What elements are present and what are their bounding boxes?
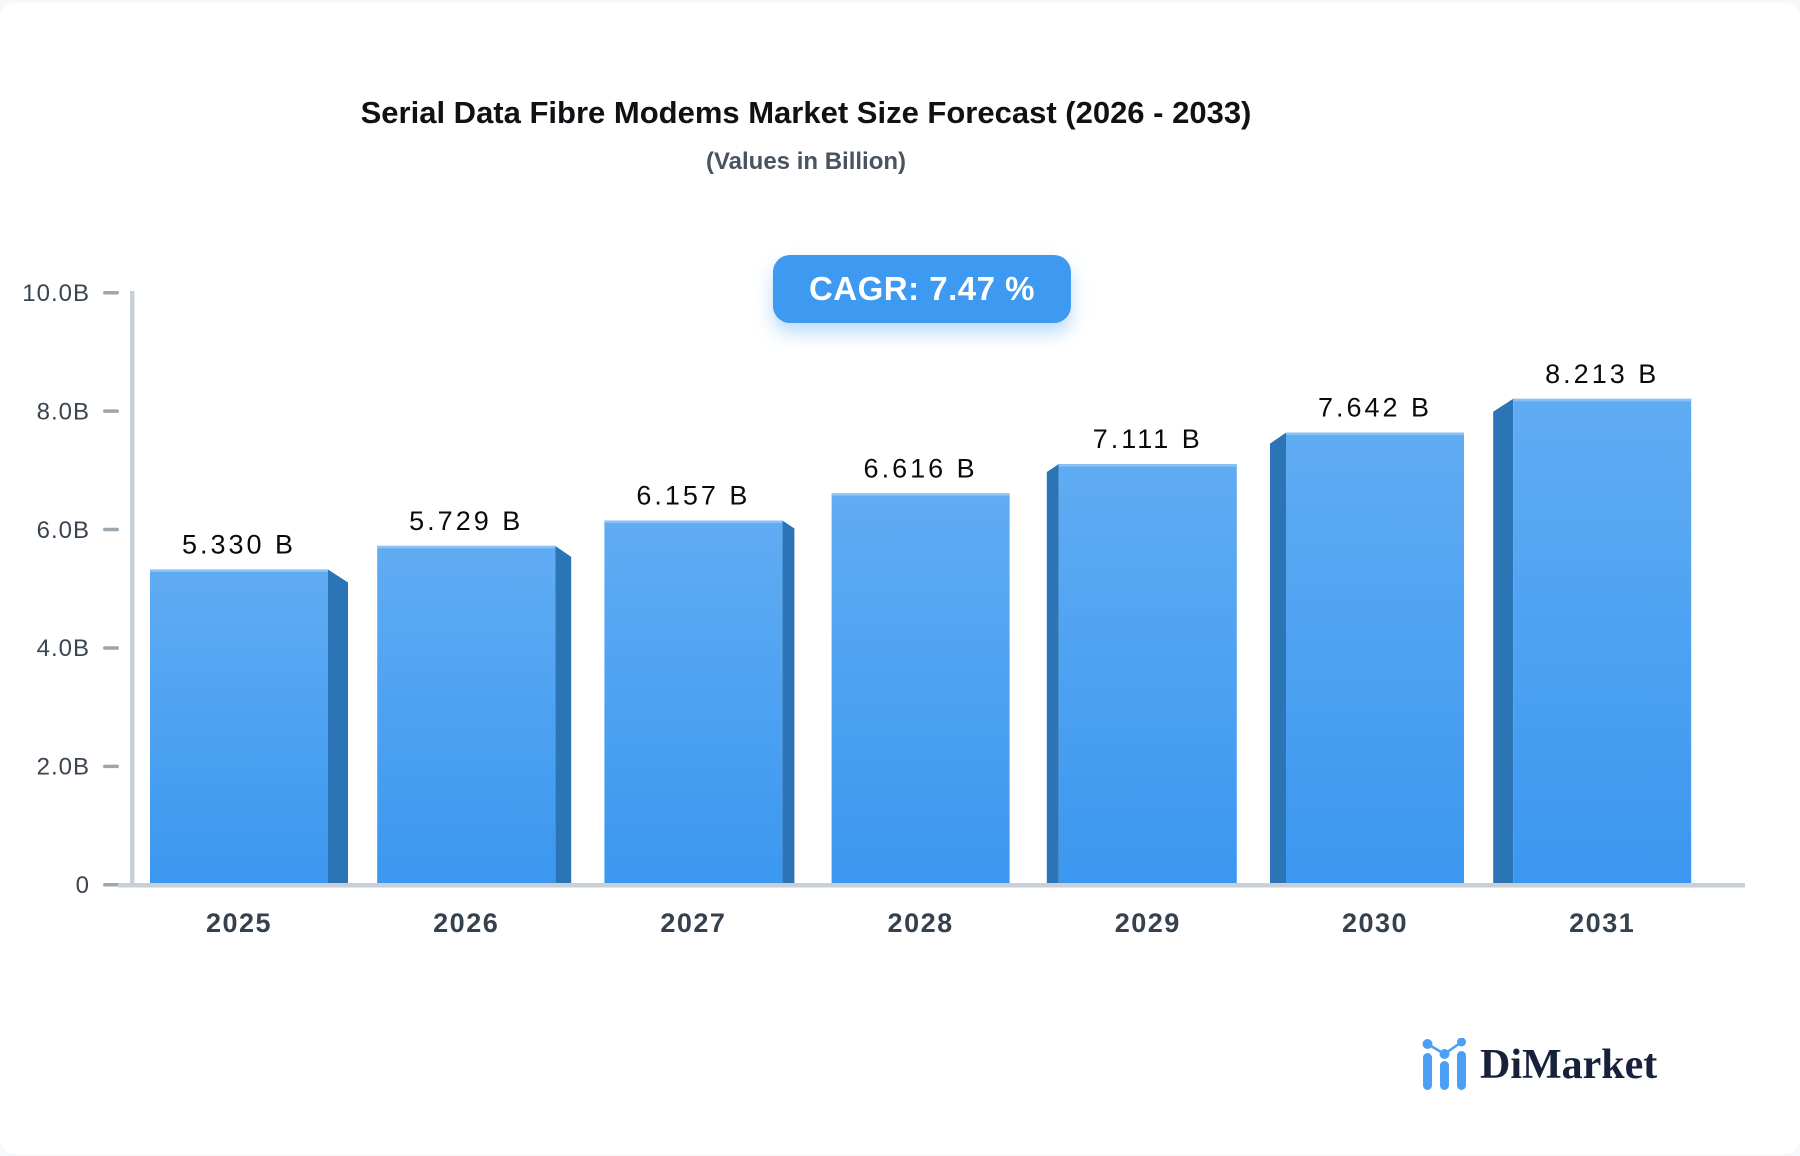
bar (1286, 432, 1464, 885)
bar (377, 545, 556, 885)
y-tick-label: 8.0B (37, 398, 90, 425)
bar-top-highlight (1513, 398, 1692, 402)
bar (604, 520, 783, 885)
y-tick-label: 10.0B (22, 280, 90, 307)
cagr-badge: CAGR: 7.47 % (772, 255, 1072, 323)
bar-value-label: 7.111 B (1093, 424, 1203, 454)
bar-side-face (782, 520, 795, 885)
bar (1513, 398, 1692, 885)
y-tick-mark (103, 409, 119, 413)
y-tick-mark (103, 883, 119, 887)
x-tick-label: 2028 (888, 908, 954, 938)
bar-value-label: 5.729 B (409, 506, 523, 536)
y-tick-mark (103, 291, 119, 295)
chart-subtitle: (Values in Billion) (705, 148, 907, 175)
y-tick-mark (103, 646, 119, 650)
x-tick-label: 2031 (1569, 908, 1635, 938)
bar (150, 569, 328, 885)
bar-side-face (1493, 398, 1514, 885)
bar-side-face (1046, 464, 1059, 885)
bar-value-label: 8.213 B (1545, 359, 1659, 389)
y-tick-mark (103, 527, 119, 532)
x-tick-label: 2029 (1115, 908, 1181, 938)
y-tick-label: 6.0B (37, 517, 90, 544)
bar-top-highlight (377, 545, 556, 549)
bar-value-label: 7.642 B (1318, 393, 1432, 423)
bar-side-face (328, 569, 348, 885)
chart-title: Serial Data Fibre Modems Market Size For… (360, 95, 1252, 130)
bar-top-highlight (150, 569, 328, 572)
x-tick-label: 2030 (1342, 908, 1408, 938)
bar (1058, 464, 1237, 885)
y-axis-line (130, 291, 135, 885)
y-tick-label: 4.0B (37, 635, 90, 662)
y-tick-label: 0 (76, 872, 90, 899)
bar-value-label: 6.157 B (636, 481, 750, 511)
bar (831, 493, 1010, 885)
bar-top-highlight (1058, 464, 1237, 467)
x-tick-label: 2027 (660, 908, 726, 938)
dimarket-logo: DiMarket (1422, 1038, 1657, 1092)
bar-side-face (1270, 432, 1286, 885)
y-tick-mark (103, 764, 119, 769)
bar-top-highlight (604, 520, 783, 524)
bar-top-highlight (831, 493, 1010, 496)
mini-bar-chart-icon (1422, 1038, 1466, 1090)
dimarket-logo-text: DiMarket (1480, 1042, 1658, 1088)
y-tick-label: 2.0B (37, 754, 90, 781)
bar-top-highlight (1286, 432, 1464, 436)
bar-value-label: 6.616 B (864, 453, 978, 483)
bar-value-label: 5.330 B (182, 529, 296, 559)
x-axis-line (118, 883, 1745, 888)
x-tick-label: 2026 (433, 908, 499, 938)
x-tick-label: 2025 (206, 908, 272, 938)
bar-side-face (555, 545, 572, 885)
